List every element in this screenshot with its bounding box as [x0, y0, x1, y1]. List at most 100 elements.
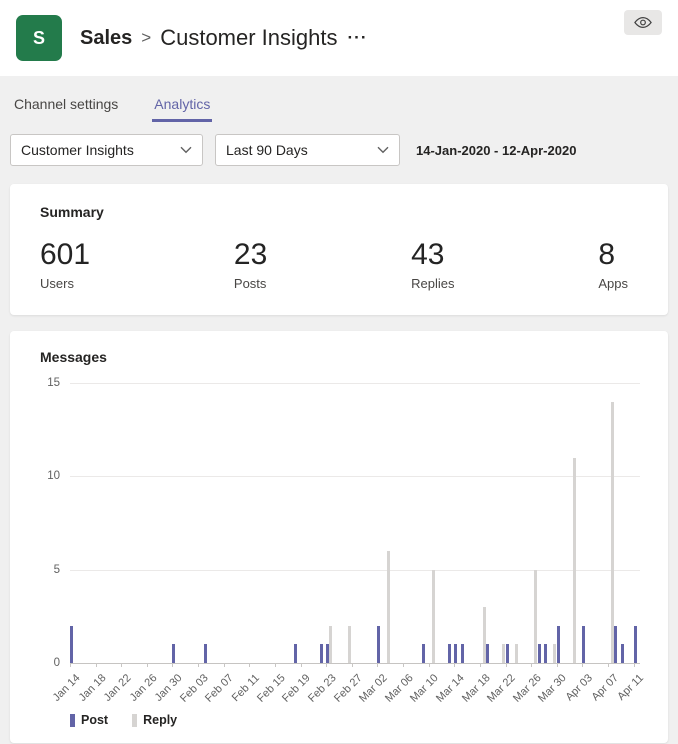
x-tick-label: Mar 06 — [382, 672, 416, 705]
bar-post — [172, 644, 176, 663]
bar-reply — [329, 625, 333, 663]
x-tick-label: Feb 19 — [280, 672, 314, 705]
bar-post — [543, 644, 547, 663]
x-tick-mark — [403, 663, 405, 667]
x-tick-mark — [531, 663, 533, 667]
metric-apps: 8 Apps — [598, 238, 628, 291]
date-range-text: 14-Jan-2020 - 12-Apr-2020 — [416, 142, 577, 158]
metric-replies: 43 Replies — [411, 238, 454, 291]
bar-post — [204, 644, 208, 663]
bar-post — [319, 644, 323, 663]
bar-post — [377, 625, 381, 663]
x-tick-mark — [377, 663, 379, 667]
messages-x-axis: Jan 14 Jan 18 Jan 22 Jan 26 Jan 30 Feb 03 Feb … — [51, 663, 646, 711]
metric-posts: 23 Posts — [234, 238, 267, 291]
breadcrumb: Sales > Customer Insights ··· — [80, 25, 367, 51]
x-tick-mark — [479, 663, 481, 667]
reply-swatch-icon — [132, 713, 138, 727]
bar-post — [486, 644, 490, 663]
x-tick-label: Apr 11 — [615, 672, 647, 703]
x-tick-mark — [249, 663, 251, 667]
x-tick-mark — [454, 663, 456, 667]
more-options-button[interactable]: ··· — [347, 28, 368, 47]
bar-post — [447, 644, 451, 663]
team-avatar-letter: S — [32, 27, 45, 48]
bar-post — [70, 625, 73, 663]
messages-chart-title: Messages — [40, 349, 107, 365]
bar-post — [614, 625, 618, 663]
messages-plot: 15 10 5 0 — [47, 377, 640, 669]
messages-card: Messages 15 10 5 0 Jan 14 Jan 18 Jan 22 Jan 26… — [10, 331, 668, 743]
legend-reply-label: Reply — [143, 713, 178, 727]
gridline — [70, 569, 640, 571]
bar-post — [620, 644, 624, 663]
x-tick-mark — [274, 663, 276, 667]
breadcrumb-separator-icon: > — [141, 28, 152, 47]
metric-posts-label: Posts — [233, 276, 267, 291]
metric-apps-label: Apps — [598, 276, 628, 291]
chevron-down-icon — [180, 146, 192, 154]
tab-channel-settings[interactable]: Channel settings — [14, 96, 119, 112]
x-tick-label: Jan 14 — [50, 672, 83, 704]
bar-post — [326, 644, 330, 663]
metric-users: 601 Users — [40, 238, 90, 291]
bar-post — [454, 644, 458, 663]
x-tick-label: Feb 11 — [229, 672, 262, 705]
gridline — [70, 476, 640, 478]
x-tick-mark — [428, 663, 430, 667]
breadcrumb-team-name[interactable]: Sales — [80, 26, 133, 49]
x-tick-label: Mar 10 — [408, 672, 442, 705]
x-tick-label: Mar 18 — [459, 672, 493, 705]
metric-users-value: 601 — [40, 238, 91, 271]
tab-bar: Channel settings Analytics — [0, 76, 678, 122]
summary-metrics: 601 Users 23 Posts 43 Replies 8 Apps — [40, 238, 638, 291]
bar-post — [460, 644, 464, 663]
channel-header: S Sales > Customer Insights ··· — [0, 0, 678, 76]
x-tick-label: Feb 07 — [203, 672, 237, 705]
bar-reply — [348, 625, 352, 663]
summary-card: Summary 601 Users 23 Posts 43 Replies 8 … — [10, 184, 668, 315]
time-period-select[interactable]: Last 90 Days — [215, 134, 400, 166]
bar-reply — [534, 569, 538, 663]
bar-reply — [386, 551, 390, 663]
x-tick-mark — [172, 663, 174, 667]
chart-legend: Post Reply — [70, 713, 650, 727]
x-tick-mark — [198, 663, 200, 667]
tab-analytics[interactable]: Analytics — [152, 96, 213, 122]
team-avatar[interactable]: S — [16, 15, 62, 61]
bar-post — [556, 625, 560, 663]
eye-icon — [634, 16, 652, 29]
bar-reply — [572, 457, 576, 663]
x-tick-label: Feb 23 — [305, 672, 339, 705]
channel-select-value: Customer Insights — [21, 142, 134, 158]
x-tick-label: Feb 27 — [331, 672, 365, 705]
x-tick-label: Apr 03 — [563, 672, 595, 704]
breadcrumb-channel-name[interactable]: Customer Insights — [160, 25, 338, 50]
x-tick-mark — [633, 663, 635, 667]
y-tick-label: 0 — [53, 657, 60, 669]
chevron-down-icon — [377, 146, 389, 154]
bar-post — [633, 625, 637, 663]
x-tick-mark — [556, 663, 558, 667]
summary-title: Summary — [40, 204, 104, 220]
x-tick-mark — [607, 663, 609, 667]
bar-post — [505, 644, 509, 663]
bar-post — [422, 644, 426, 663]
x-tick-label: Mar 14 — [434, 672, 467, 705]
channel-select[interactable]: Customer Insights — [10, 134, 203, 166]
y-tick-label: 10 — [47, 470, 60, 483]
legend-item-reply: Reply — [132, 713, 177, 727]
y-tick-label: 5 — [53, 563, 60, 576]
x-tick-label: Feb 15 — [254, 672, 288, 705]
x-tick-label: Jan 26 — [127, 672, 160, 704]
x-tick-mark — [223, 663, 225, 667]
metric-posts-value: 23 — [233, 238, 268, 271]
preview-button[interactable] — [624, 10, 662, 35]
filter-bar: Customer Insights Last 90 Days 14-Jan-20… — [0, 122, 678, 170]
x-tick-mark — [121, 663, 123, 667]
metric-users-label: Users — [40, 276, 74, 291]
x-axis-line — [70, 663, 640, 664]
bar-reply — [553, 644, 557, 663]
bar-post — [537, 644, 541, 663]
